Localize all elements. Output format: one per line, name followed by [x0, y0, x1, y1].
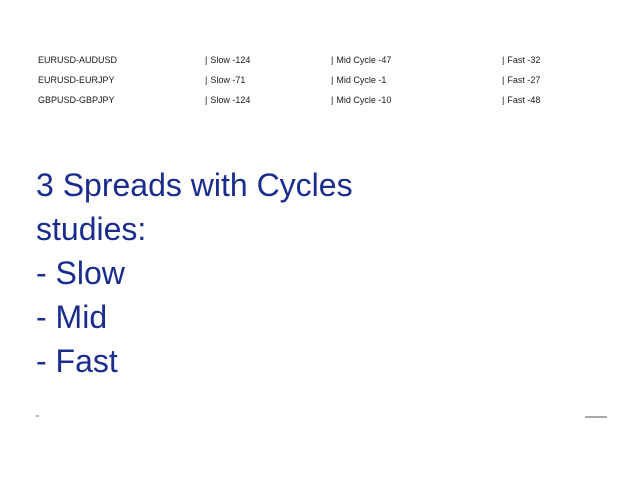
footer-mark-left: [36, 415, 39, 417]
cell-fast-value: Fast -27: [507, 75, 541, 85]
cell-mid: | Mid Cycle -1: [331, 70, 502, 90]
cell-fast-value: Fast -48: [507, 95, 541, 105]
headline-block: 3 Spreads with Cycles studies: - Slow - …: [36, 163, 516, 383]
cell-mid-value: Mid Cycle -10: [336, 95, 392, 105]
cell-mid: | Mid Cycle -47: [331, 50, 502, 70]
column-separator: |: [331, 75, 334, 85]
column-separator: |: [205, 75, 208, 85]
cell-slow: | Slow -71: [205, 70, 331, 90]
cell-mid-value: Mid Cycle -1: [336, 75, 387, 85]
column-separator: |: [502, 55, 505, 65]
spreads-table-body: EURUSD-AUDUSD | Slow -124 | Mid Cycle -47 …: [0, 50, 640, 110]
cell-fast: | Fast -27: [502, 70, 640, 90]
column-separator: |: [331, 55, 334, 65]
page-title: 3 Spreads with Cycles studies:: [36, 167, 353, 247]
cell-pair: GBPUSD-GBPJPY: [38, 95, 115, 105]
bullet-item-fast: - Fast: [36, 343, 118, 379]
cell-fast: | Fast -32: [502, 50, 640, 70]
cell-fast-value: Fast -32: [507, 55, 541, 65]
cell-mid-value: Mid Cycle -47: [336, 55, 392, 65]
column-separator: |: [205, 95, 208, 105]
cell-pair: EURUSD-AUDUSD: [38, 55, 118, 65]
cell-slow-value: Slow -124: [210, 95, 251, 105]
bullet-item-slow: - Slow: [36, 255, 125, 291]
cell-fast: | Fast -48: [502, 90, 640, 110]
cell-mid: | Mid Cycle -10: [331, 90, 502, 110]
cell-slow: | Slow -124: [205, 50, 331, 70]
column-separator: |: [331, 95, 334, 105]
cell-slow: | Slow -124: [205, 90, 331, 110]
table-row: EURUSD-AUDUSD | Slow -124 | Mid Cycle -47 …: [0, 50, 640, 70]
footer-mark-right: [585, 416, 607, 418]
table-row: EURUSD-EURJPY | Slow -71 | Mid Cycle -1 | F…: [0, 70, 640, 90]
cell-pair: EURUSD-EURJPY: [38, 75, 115, 85]
table-row: GBPUSD-GBPJPY | Slow -124 | Mid Cycle -10 …: [0, 90, 640, 110]
spreads-table: EURUSD-AUDUSD | Slow -124 | Mid Cycle -47 …: [0, 50, 640, 110]
column-separator: |: [502, 95, 505, 105]
column-separator: |: [502, 75, 505, 85]
cell-slow-value: Slow -71: [210, 75, 246, 85]
column-separator: |: [205, 55, 208, 65]
cell-slow-value: Slow -124: [210, 55, 251, 65]
bullet-item-mid: - Mid: [36, 299, 108, 335]
